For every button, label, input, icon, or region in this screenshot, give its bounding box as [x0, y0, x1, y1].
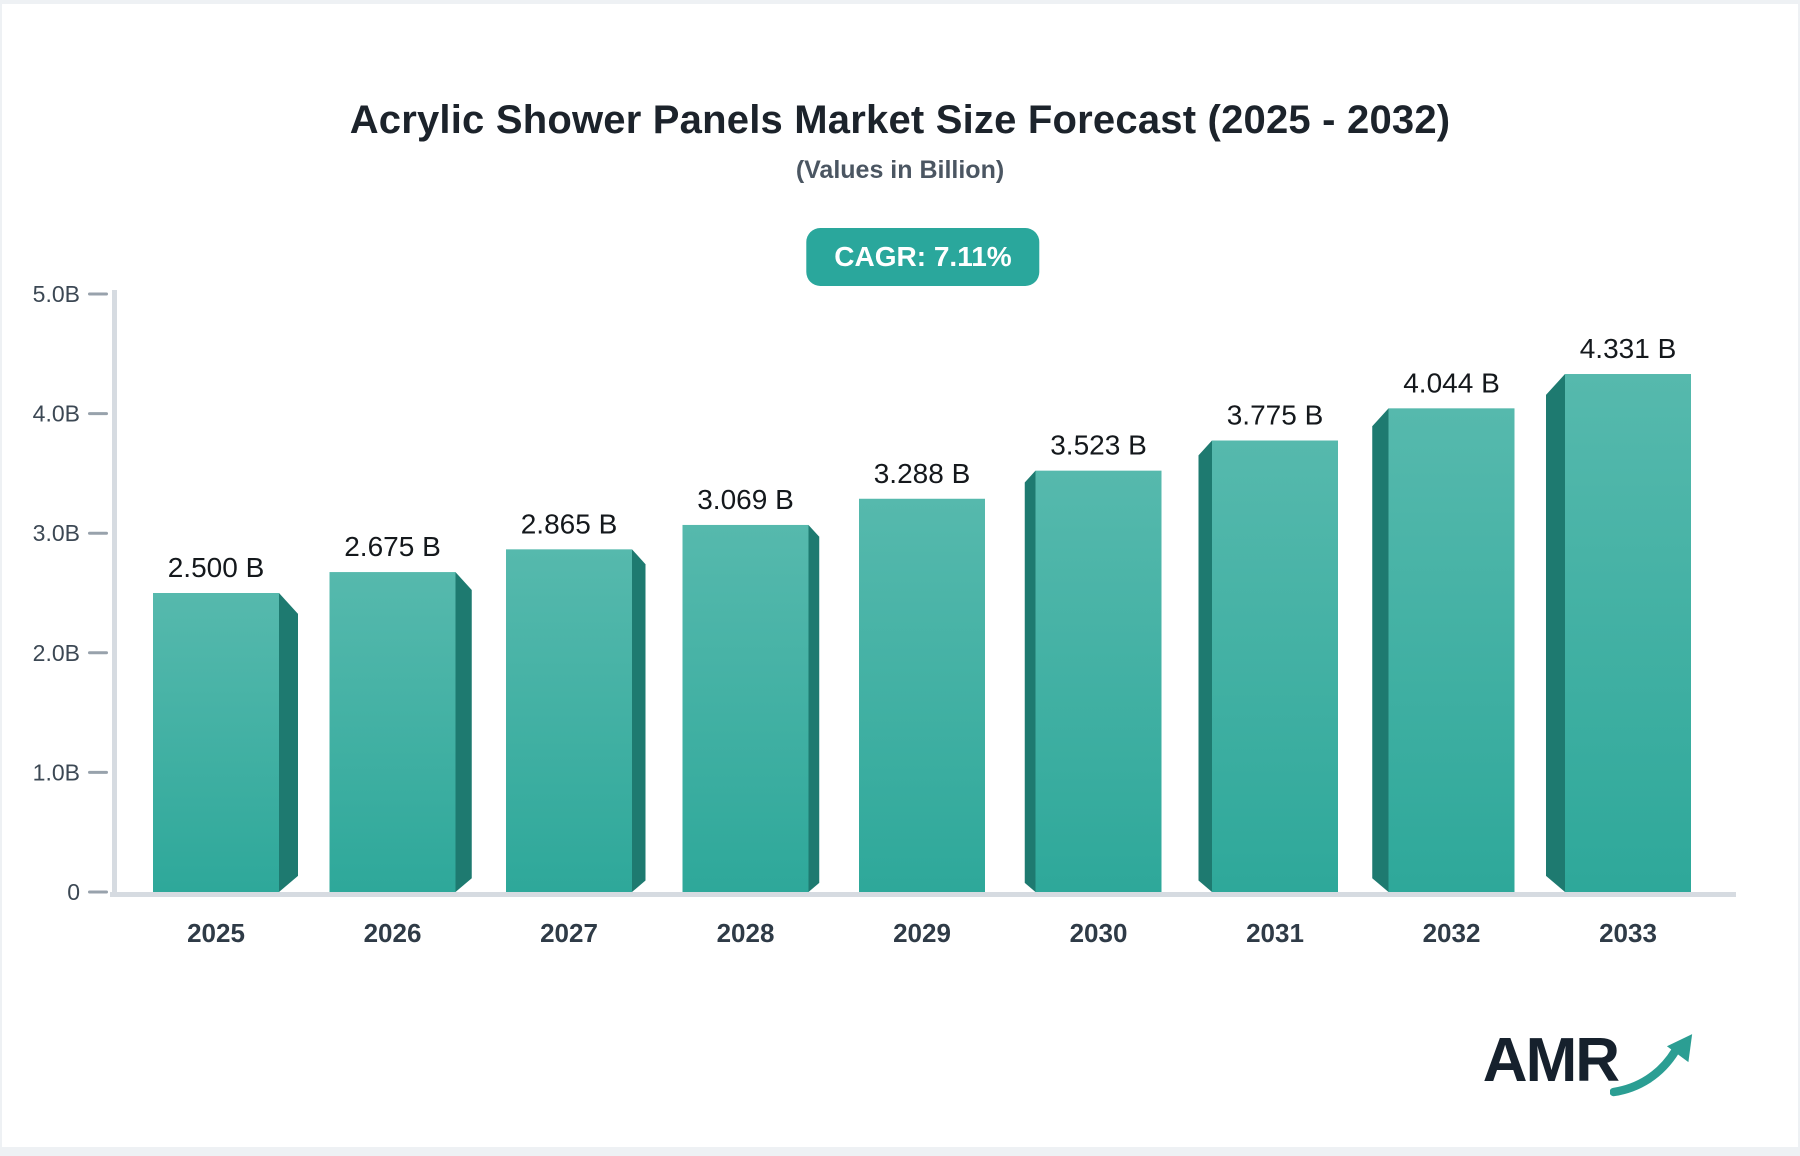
- chart-title: Acrylic Shower Panels Market Size Foreca…: [349, 98, 1451, 142]
- x-axis-label: 2030: [1070, 918, 1128, 948]
- bar-value-label: 3.288 B: [874, 458, 971, 489]
- x-axis-label: 2028: [717, 918, 775, 948]
- y-axis-tick: [88, 651, 108, 655]
- bar-group: [1546, 374, 1691, 892]
- y-axis-tick: [88, 890, 108, 894]
- x-axis-label: 2032: [1423, 918, 1481, 948]
- bar-group: [859, 498, 985, 892]
- bar-group: [153, 593, 298, 892]
- y-axis-label: 4.0B: [33, 401, 80, 427]
- bar-value-label: 3.775 B: [1227, 400, 1324, 431]
- x-axis-label: 2026: [364, 918, 422, 948]
- bar-group: [506, 549, 646, 892]
- bar-side-face: [279, 593, 298, 892]
- bar-side-face: [1372, 408, 1389, 892]
- bar: [1212, 440, 1338, 892]
- bar-group: [1198, 440, 1338, 892]
- y-axis-label: 0: [67, 879, 80, 905]
- bar: [329, 572, 456, 892]
- amr-logo: AMR: [1483, 1030, 1694, 1102]
- y-axis-label: 5.0B: [33, 281, 80, 307]
- y-axis-line: [112, 290, 117, 894]
- y-axis-tick: [88, 770, 108, 774]
- bar: [506, 549, 632, 892]
- bar-value-label: 2.675 B: [344, 531, 441, 562]
- bar-side-face: [1024, 470, 1036, 892]
- y-axis-tick: [88, 412, 108, 416]
- bar-side-face: [1546, 374, 1565, 892]
- bar-value-label: 3.523 B: [1050, 430, 1147, 461]
- amr-logo-text: AMR: [1482, 1026, 1620, 1095]
- y-axis-label: 2.0B: [33, 640, 80, 666]
- bar-side-face: [455, 572, 472, 892]
- bar-group: [682, 524, 820, 892]
- x-axis-line: [110, 892, 1736, 897]
- bar-group: [1024, 470, 1162, 892]
- bar: [859, 498, 985, 892]
- chart-card: Acrylic Shower Panels Market Size Foreca…: [2, 4, 1798, 1147]
- bar: [1388, 408, 1515, 892]
- bar-side-face: [1198, 440, 1212, 892]
- x-axis-label: 2027: [540, 918, 598, 948]
- y-axis-tick: [88, 531, 108, 535]
- chart-subtitle: (Values in Billion): [795, 156, 1005, 184]
- trend-up-arrow-icon: [1610, 1034, 1693, 1097]
- bar: [1565, 374, 1691, 892]
- bar-value-label: 2.865 B: [521, 508, 618, 539]
- bar-value-label: 2.500 B: [168, 552, 265, 583]
- bar-value-label: 3.069 B: [697, 484, 794, 515]
- bar-value-label: 4.044 B: [1403, 367, 1500, 398]
- bar: [153, 593, 279, 892]
- y-axis-label: 3.0B: [33, 520, 80, 546]
- bar-group: [329, 572, 472, 892]
- bar: [1035, 470, 1162, 892]
- cagr-badge: CAGR: 7.11%: [806, 228, 1040, 286]
- x-axis-label: 2029: [893, 918, 951, 948]
- bar-chart: 5.0B 4.0B 3.0B 2.0B 1.0B 0 2.500 B 2025 2.675 B 2…: [33, 281, 1736, 948]
- bar-value-label: 4.331 B: [1580, 333, 1677, 364]
- y-axis-tick: [88, 292, 108, 296]
- bar-group: [1372, 408, 1515, 892]
- bar: [682, 524, 809, 892]
- bar-side-face: [632, 549, 646, 892]
- y-axis-label: 1.0B: [33, 759, 80, 785]
- bar-side-face: [808, 524, 820, 892]
- x-axis-label: 2033: [1599, 918, 1657, 948]
- x-axis-label: 2031: [1246, 918, 1304, 948]
- x-axis-label: 2025: [187, 918, 245, 948]
